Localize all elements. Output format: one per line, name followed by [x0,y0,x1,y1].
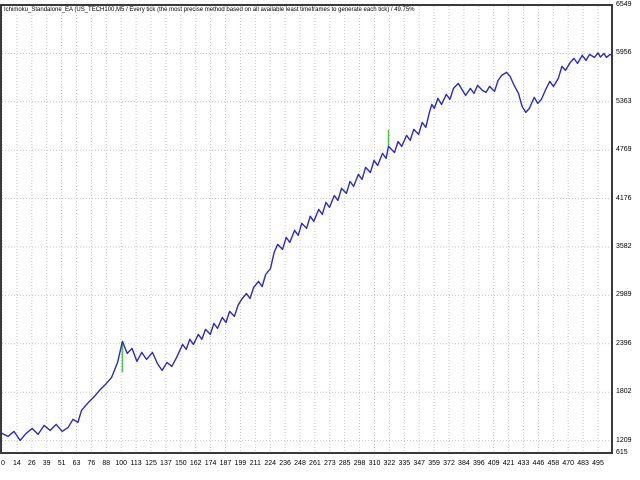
x-axis-label: 483 [577,460,589,467]
x-axis-label: 26 [27,460,36,467]
chart-title: Ichimoku_Standalone_EA (US_TECH100,M5 / … [2,7,417,15]
x-axis-label: 433 [517,460,530,467]
x-axis-label: 39 [42,460,51,467]
x-axis-label: 298 [353,460,366,467]
x-axis-label: 335 [398,460,411,467]
x-axis-label: 409 [487,460,500,467]
x-axis-label: 248 [294,460,306,467]
x-axis-label: 174 [204,460,217,467]
y-axis-label: 6549 [616,1,632,8]
x-axis-label: 199 [234,460,247,467]
x-axis-label: 384 [458,460,470,467]
y-axis-label: 2396 [616,339,632,347]
x-axis-label: 211 [249,460,261,467]
x-axis-label: 100 [115,460,128,467]
y-axis-label: 2989 [616,291,632,299]
x-axis-label: 470 [562,460,575,467]
x-axis-label: 273 [323,460,336,467]
x-axis-label: 372 [443,460,455,467]
x-axis-label: 187 [219,460,232,467]
x-axis-label: 347 [413,460,426,467]
y-axis-label: 1802 [616,388,632,396]
x-axis-label: 322 [383,460,396,467]
x-axis-label: 150 [174,460,187,467]
x-axis-label: 236 [279,460,291,467]
x-axis-label: 458 [547,460,560,467]
x-axis-label: 14 [12,460,21,467]
x-axis-label: 224 [264,460,277,467]
x-axis-label: 396 [472,460,485,467]
y-axis-label: 5363 [616,97,632,105]
y-axis-label: 3582 [616,243,632,250]
y-axis-label: 4769 [616,146,632,154]
y-axis-label: 5956 [616,49,632,57]
x-axis-label: 310 [368,460,381,467]
x-axis-label: 63 [72,460,81,467]
x-axis-label: 261 [309,460,321,467]
y-axis-label: 1209 [616,436,632,444]
y-axis-label: 4176 [616,194,632,202]
plot-border [0,4,613,454]
x-axis-label: 113 [130,460,142,467]
x-axis-label: 421 [502,460,515,467]
x-axis-label: 88 [102,460,111,467]
x-axis-label: 495 [592,460,604,467]
x-axis-label: 76 [87,460,96,467]
y-axis-label: 615 [616,449,628,456]
x-axis-label: 446 [532,460,545,467]
balance-line [1,52,614,442]
x-axis-label: 137 [160,460,172,467]
x-axis-label: 162 [189,460,202,467]
x-axis-label: 51 [57,460,66,467]
x-axis-label: 125 [145,460,157,467]
x-axis-label: 285 [338,460,351,467]
x-axis-label: 0 [1,460,5,467]
x-axis-label: 359 [428,460,440,467]
